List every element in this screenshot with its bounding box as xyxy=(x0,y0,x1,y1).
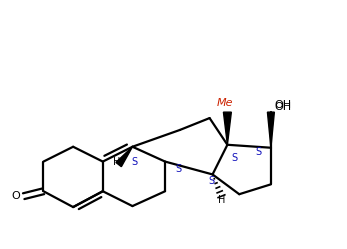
Polygon shape xyxy=(268,112,274,148)
Text: H: H xyxy=(218,195,225,205)
Text: OH: OH xyxy=(275,100,292,110)
Text: S: S xyxy=(255,147,261,157)
Text: S: S xyxy=(132,157,137,167)
Text: H: H xyxy=(113,157,120,167)
Text: OH: OH xyxy=(275,102,292,112)
Text: S: S xyxy=(175,165,181,175)
Text: S: S xyxy=(231,153,237,163)
Text: O: O xyxy=(11,191,20,201)
Text: S: S xyxy=(209,176,214,186)
Text: Me: Me xyxy=(217,98,234,108)
Polygon shape xyxy=(116,147,133,167)
Polygon shape xyxy=(223,112,231,145)
